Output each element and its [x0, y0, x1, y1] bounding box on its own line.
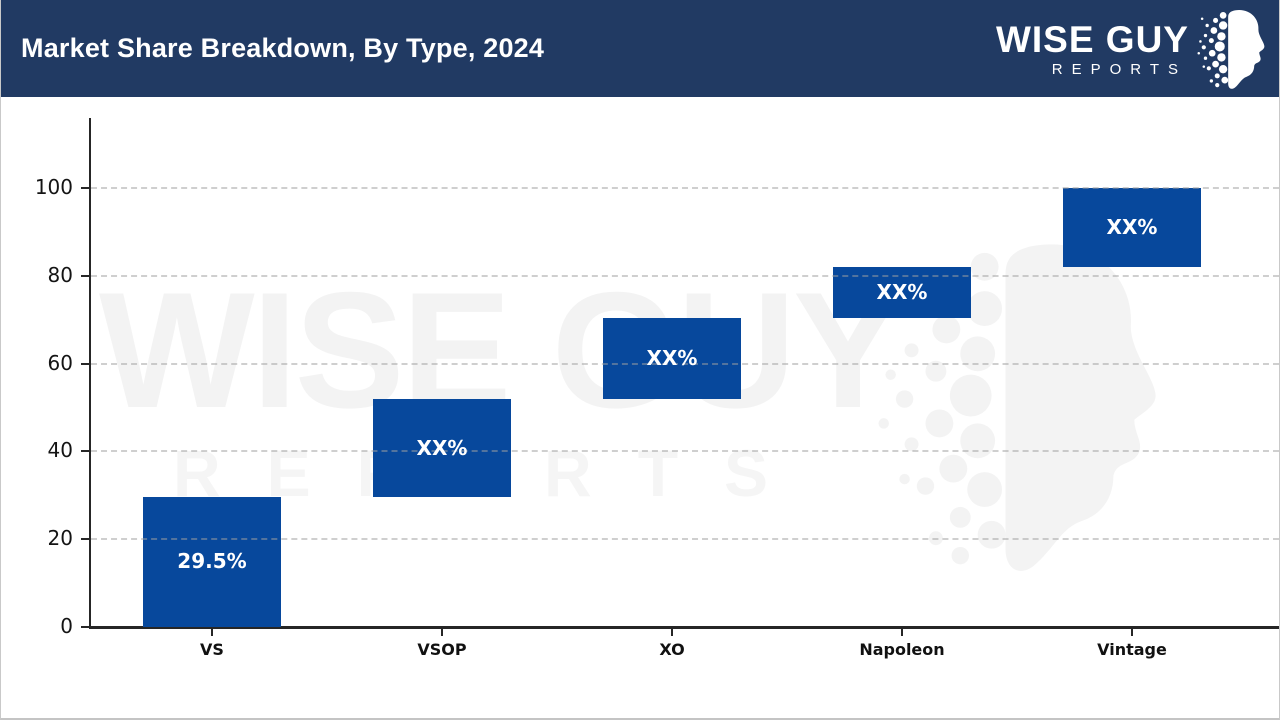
x-tick-label-vs: VS: [200, 640, 224, 659]
y-tick-label-0: 0: [60, 614, 73, 638]
y-tick-label-100: 100: [34, 175, 73, 199]
y-tick-40: [81, 450, 89, 453]
x-tick-label-xo: XO: [659, 640, 685, 659]
bar-value-label-vintage: XX%: [1106, 215, 1158, 239]
y-axis-line: [89, 118, 91, 629]
x-tick-napoleon: [901, 628, 903, 636]
x-tick-label-vsop: VSOP: [417, 640, 467, 659]
y-tick-label-20: 20: [47, 526, 73, 551]
chart-title: Market Share Breakdown, By Type, 2024: [21, 33, 545, 63]
bar-value-label-napoleon: XX%: [876, 280, 928, 305]
waterfall-bar-vs: [143, 497, 281, 627]
gridline-y-60: [91, 362, 1279, 365]
y-tick-label-60: 60: [47, 350, 73, 375]
y-tick-label-40: 40: [47, 438, 73, 463]
wiseguy-logo: WISE GUY REPORTS: [996, 7, 1267, 91]
x-tick-label-napoleon: Napoleon: [859, 640, 945, 659]
x-tick-vsop: [441, 628, 443, 636]
x-tick-label-vintage: Vintage: [1097, 640, 1167, 659]
y-tick-label-80: 80: [47, 262, 73, 287]
bar-value-label-vsop: XX%: [416, 435, 468, 460]
logo-text: WISE GUY REPORTS: [996, 21, 1189, 77]
bar-value-label-vs: 29.5%: [177, 549, 247, 574]
y-tick-60: [81, 362, 89, 365]
logo-subtext: REPORTS: [1051, 60, 1187, 78]
waterfall-bar-xo: [603, 317, 741, 399]
x-axis-line: [89, 626, 1279, 629]
wiseguy-head-icon: [1197, 9, 1265, 89]
x-tick-xo: [671, 628, 673, 636]
x-tick-vs: [211, 628, 213, 636]
waterfall-bar-vsop: [373, 398, 511, 498]
gridline-y-20: [91, 538, 1279, 541]
logo-wordmark: WISE GUY: [995, 18, 1189, 60]
y-tick-20: [81, 538, 89, 541]
gridline-y-100: [91, 187, 1279, 189]
y-tick-80: [81, 274, 89, 277]
x-tick-vintage: [1131, 628, 1133, 636]
bar-value-label-xo: XX%: [646, 345, 698, 370]
gridline-y-80: [91, 274, 1279, 277]
gridline-y-40: [91, 450, 1279, 453]
y-tick-100: [81, 187, 89, 189]
header-bar: Market Share Breakdown, By Type, 2024 WI…: [1, 0, 1279, 97]
y-tick-0: [81, 626, 89, 628]
